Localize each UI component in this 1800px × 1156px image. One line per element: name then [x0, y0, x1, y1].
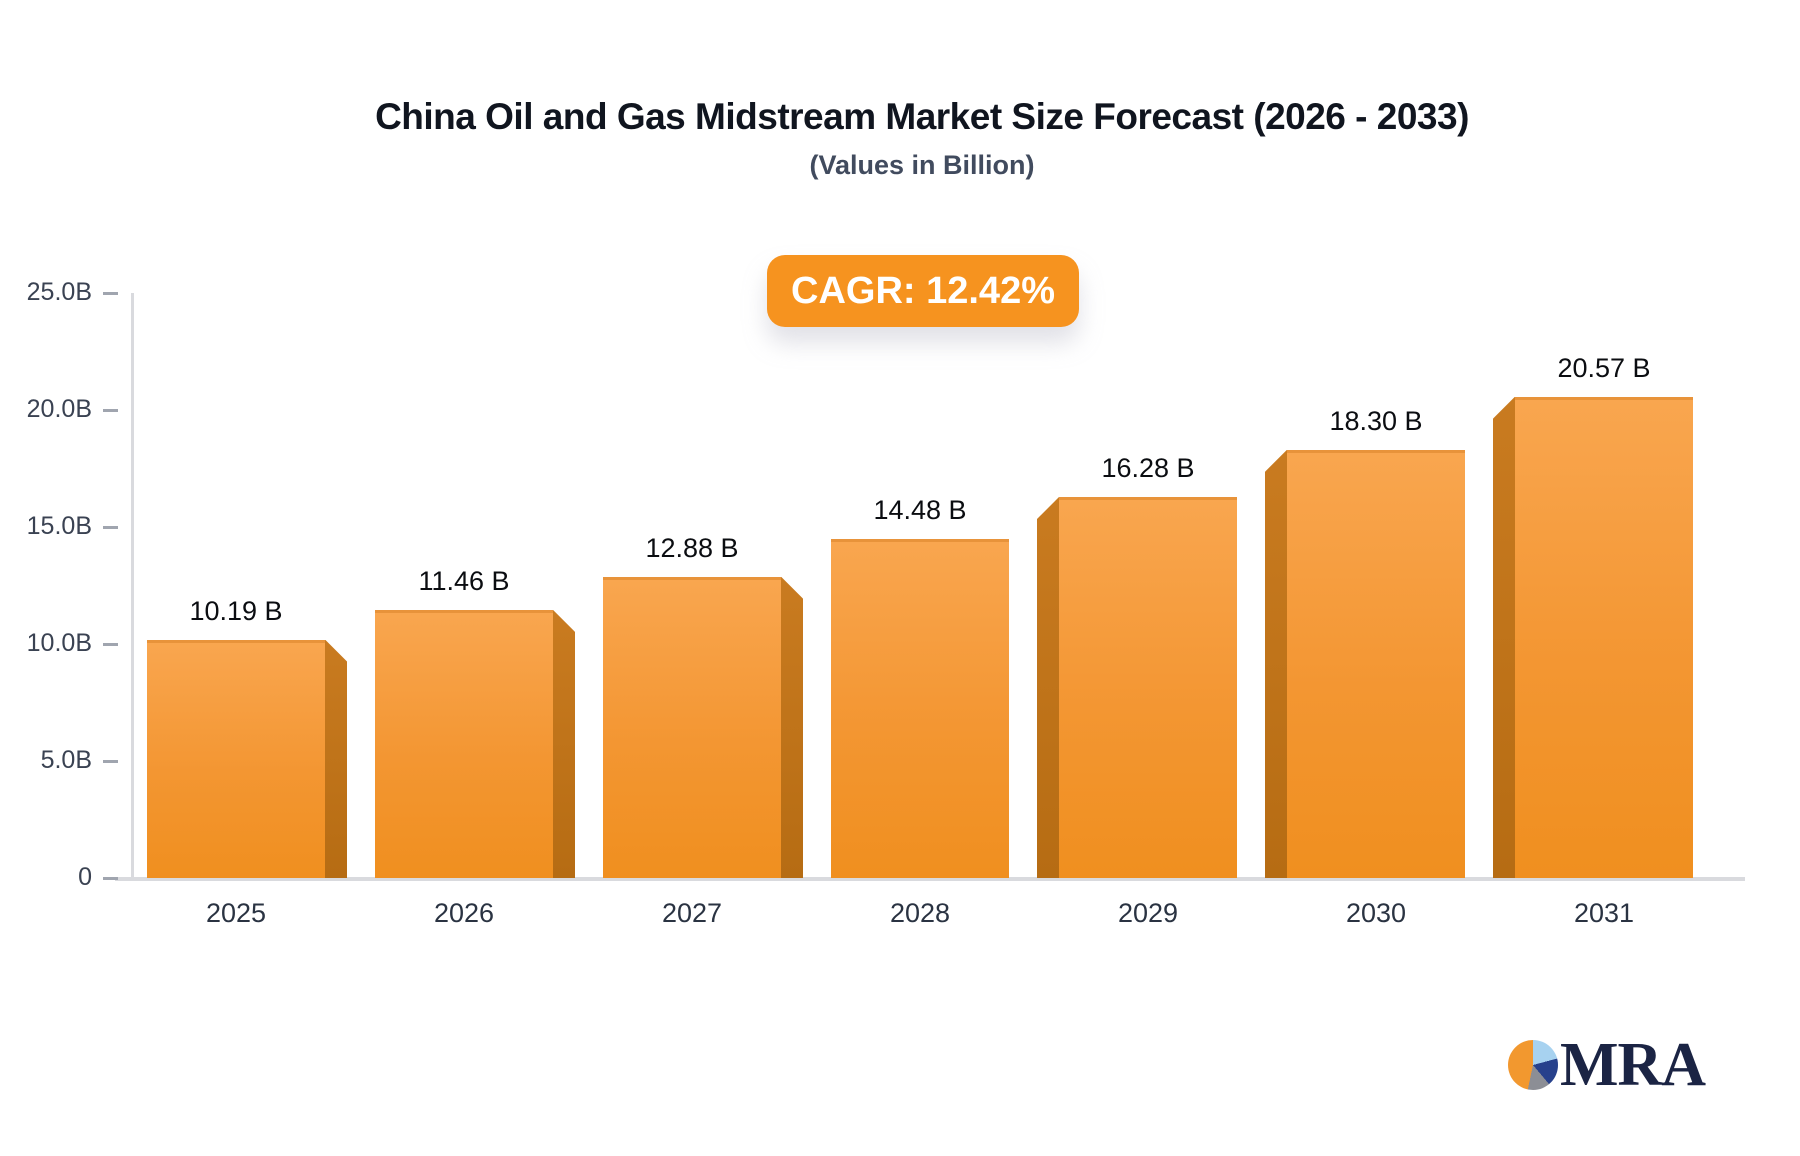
bar-value-label-2026: 11.46 B — [418, 565, 510, 596]
y-axis-tick-label: 0 — [78, 863, 92, 891]
bar-value-label-2031: 20.57 B — [1557, 352, 1651, 383]
y-axis-tick-mark — [103, 760, 118, 763]
bar-value-label-2027: 12.88 B — [645, 532, 739, 563]
bar-value-label-2030: 18.30 B — [1329, 405, 1423, 436]
y-axis-tick-mark — [103, 526, 118, 529]
bar-2028 — [831, 539, 1009, 878]
bar-3d-side-2025 — [325, 639, 347, 878]
x-axis-label-2029: 2029 — [1117, 898, 1179, 928]
bar-2030 — [1287, 449, 1465, 878]
y-axis-tick-label: 20.0B — [26, 395, 92, 423]
bar-3d-side-2031 — [1493, 396, 1515, 878]
bar-2025 — [147, 639, 325, 878]
y-axis-tick-mark — [103, 643, 118, 646]
y-axis-tick-label: 10.0B — [26, 629, 92, 657]
bar-3d-side-2030 — [1265, 449, 1287, 878]
chart-subtitle: (Values in Billion) — [809, 150, 1035, 180]
bar-2027 — [603, 576, 781, 878]
bar-3d-side-2026 — [553, 609, 575, 878]
x-axis-label-2028: 2028 — [889, 898, 951, 928]
y-axis-tick-mark — [103, 292, 118, 295]
bar-value-label-2025: 10.19 B — [189, 595, 283, 626]
bar-2029 — [1059, 497, 1237, 878]
x-axis-label-2030: 2030 — [1345, 898, 1407, 928]
x-axis-label-2027: 2027 — [661, 898, 723, 928]
chart-title: China Oil and Gas Midstream Market Size … — [375, 96, 1469, 137]
bar-3d-side-2029 — [1037, 497, 1059, 878]
x-axis-label-2026: 2026 — [433, 898, 495, 928]
y-axis-tick-label: 5.0B — [40, 746, 92, 774]
x-axis-label-2031: 2031 — [1573, 898, 1635, 928]
bar-2026 — [375, 609, 553, 878]
bar-value-label-2028: 14.48 B — [873, 495, 967, 526]
y-axis-tick-mark — [103, 877, 118, 880]
y-axis-tick-mark — [103, 409, 118, 412]
y-axis-line — [131, 293, 134, 878]
x-axis-label-2025: 2025 — [205, 898, 267, 928]
brand-logo-text: MRA — [1560, 1031, 1706, 1099]
brand-logo: MRA — [1508, 1031, 1706, 1099]
bar-3d-side-2027 — [781, 576, 803, 878]
x-axis-line — [115, 877, 1745, 881]
y-axis-tick-label: 15.0B — [26, 512, 92, 540]
bar-value-label-2029: 16.28 B — [1101, 453, 1195, 484]
y-axis-tick-label: 25.0B — [26, 278, 92, 306]
cagr-badge: CAGR: 12.42% — [767, 255, 1079, 327]
bar-2031 — [1515, 396, 1693, 878]
pie-chart-icon — [1508, 1040, 1558, 1090]
